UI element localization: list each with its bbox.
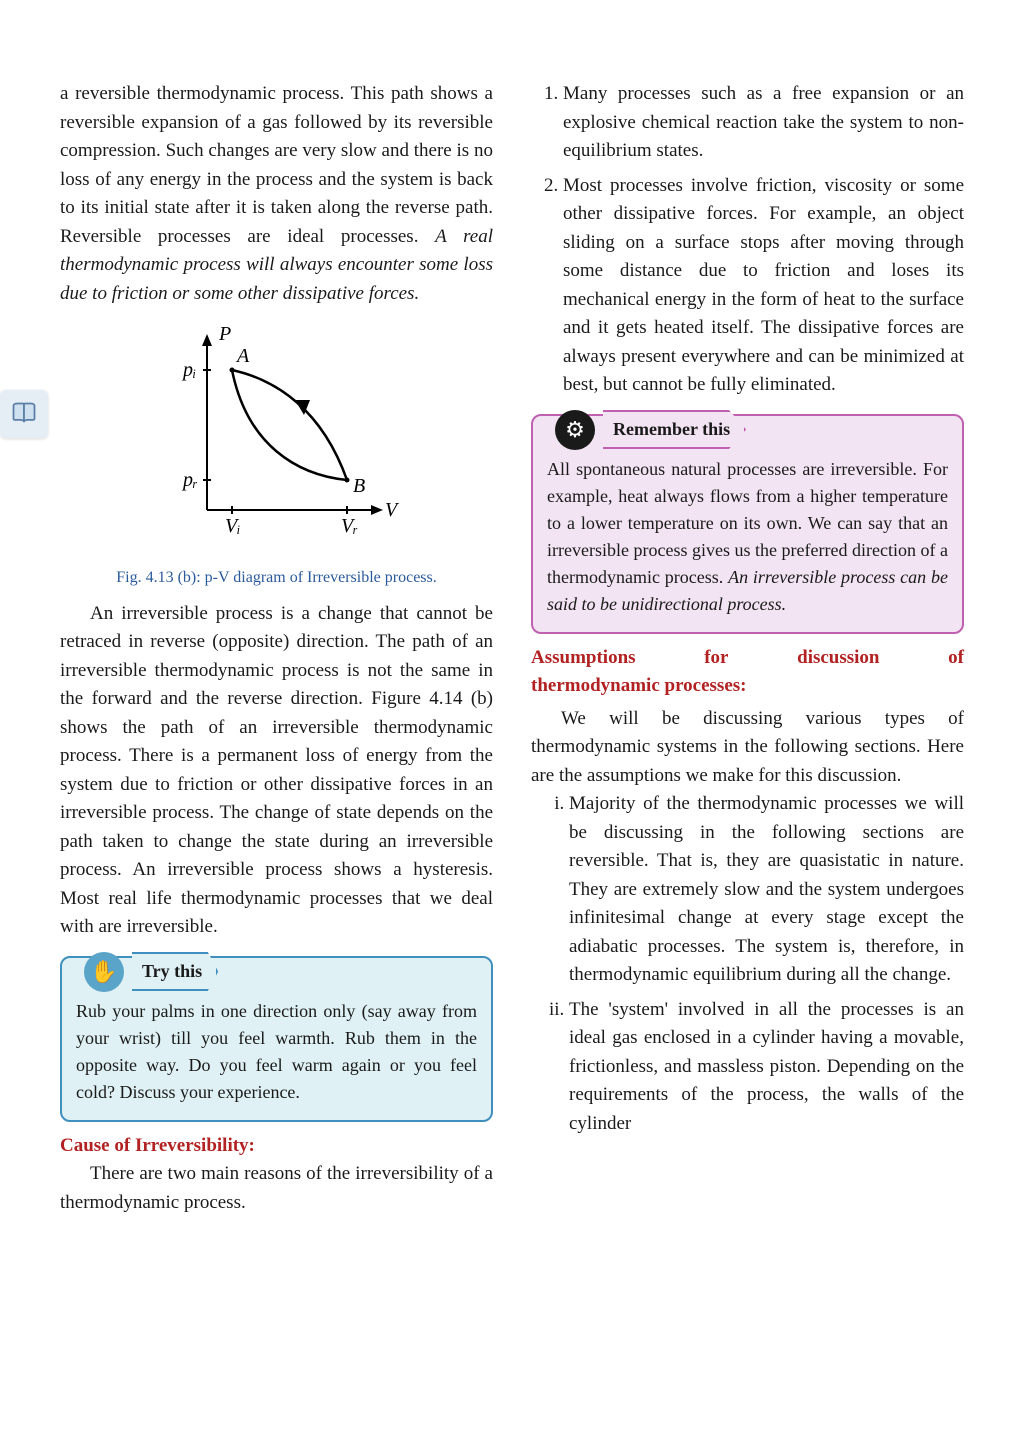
- left-column: a reversible thermodynamic process. This…: [60, 80, 493, 1217]
- try-this-tab: ✋ Try this: [84, 952, 218, 992]
- assump-word-1: Assumptions: [531, 644, 636, 673]
- assump-word-3: discussion: [797, 644, 879, 673]
- para-irreversible: An irreversible process is a change that…: [60, 600, 493, 942]
- assumptions-list: Majority of the thermodynamic processes …: [531, 790, 964, 1138]
- axis-V: V: [385, 499, 400, 521]
- label-Vi: Vᵢ: [225, 515, 240, 537]
- label-B: B: [353, 475, 365, 497]
- page: a reversible thermodynamic process. This…: [0, 0, 1024, 1257]
- remember-tab: ⚙ Remember this: [555, 410, 746, 450]
- remember-label: Remember this: [603, 410, 746, 449]
- reasons-list: Many processes such as a free expansion …: [531, 80, 964, 400]
- axis-P: P: [218, 323, 231, 345]
- assumptions-heading-2: thermodynamic processes:: [531, 672, 964, 701]
- label-A: A: [235, 345, 250, 367]
- remember-text: All spontaneous natural processes are ir…: [547, 456, 948, 618]
- label-pi: pᵢ: [181, 359, 196, 381]
- pv-diagram: P V pᵢ pᵣ Vᵢ Vᵣ A B: [60, 320, 493, 560]
- assumptions-heading-1: Assumptions for discussion of: [531, 644, 964, 673]
- reason-2: Most processes involve friction, viscosi…: [563, 172, 964, 400]
- cause-heading: Cause of Irreversibility:: [60, 1132, 493, 1161]
- try-this-label: Try this: [132, 952, 218, 991]
- book-tab-icon: [0, 390, 48, 438]
- try-this-icon: ✋: [84, 952, 124, 992]
- assump-word-2: for: [704, 644, 728, 673]
- assump-word-4: of: [948, 644, 964, 673]
- remember-box: ⚙ Remember this All spontaneous natural …: [531, 414, 964, 634]
- try-this-box: ✋ Try this Rub your palms in one directi…: [60, 956, 493, 1122]
- right-column: Many processes such as a free expansion …: [531, 80, 964, 1217]
- figure-caption: Fig. 4.13 (b): p-V diagram of Irreversib…: [60, 566, 493, 590]
- cause-body: There are two main reasons of the irreve…: [60, 1160, 493, 1217]
- remember-icon: ⚙: [555, 410, 595, 450]
- assumption-i: Majority of the thermodynamic processes …: [569, 790, 964, 990]
- label-Vr: Vᵣ: [341, 515, 358, 537]
- label-pf: pᵣ: [181, 469, 198, 491]
- reason-1: Many processes such as a free expansion …: [563, 80, 964, 166]
- assumption-ii: The 'system' involved in all the process…: [569, 996, 964, 1139]
- assumptions-intro: We will be discussing various types of t…: [531, 705, 964, 791]
- para-reversible: a reversible thermodynamic process. This…: [60, 80, 493, 308]
- para1-text: a reversible thermodynamic process. This…: [60, 83, 493, 247]
- try-this-text: Rub your palms in one direction only (sa…: [76, 998, 477, 1106]
